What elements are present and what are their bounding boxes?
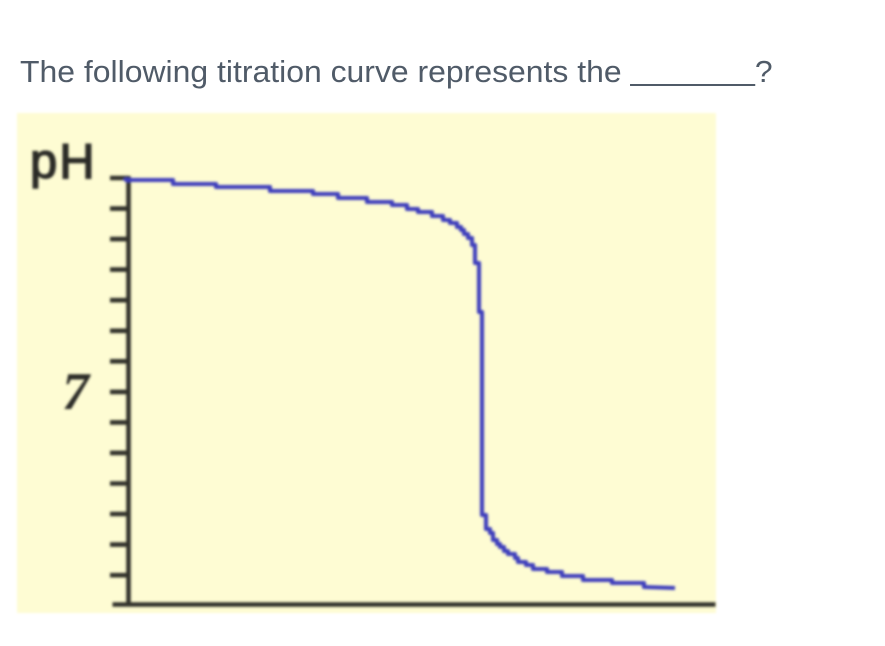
svg-text:pH: pH [30, 135, 97, 189]
svg-text:7: 7 [62, 363, 92, 421]
